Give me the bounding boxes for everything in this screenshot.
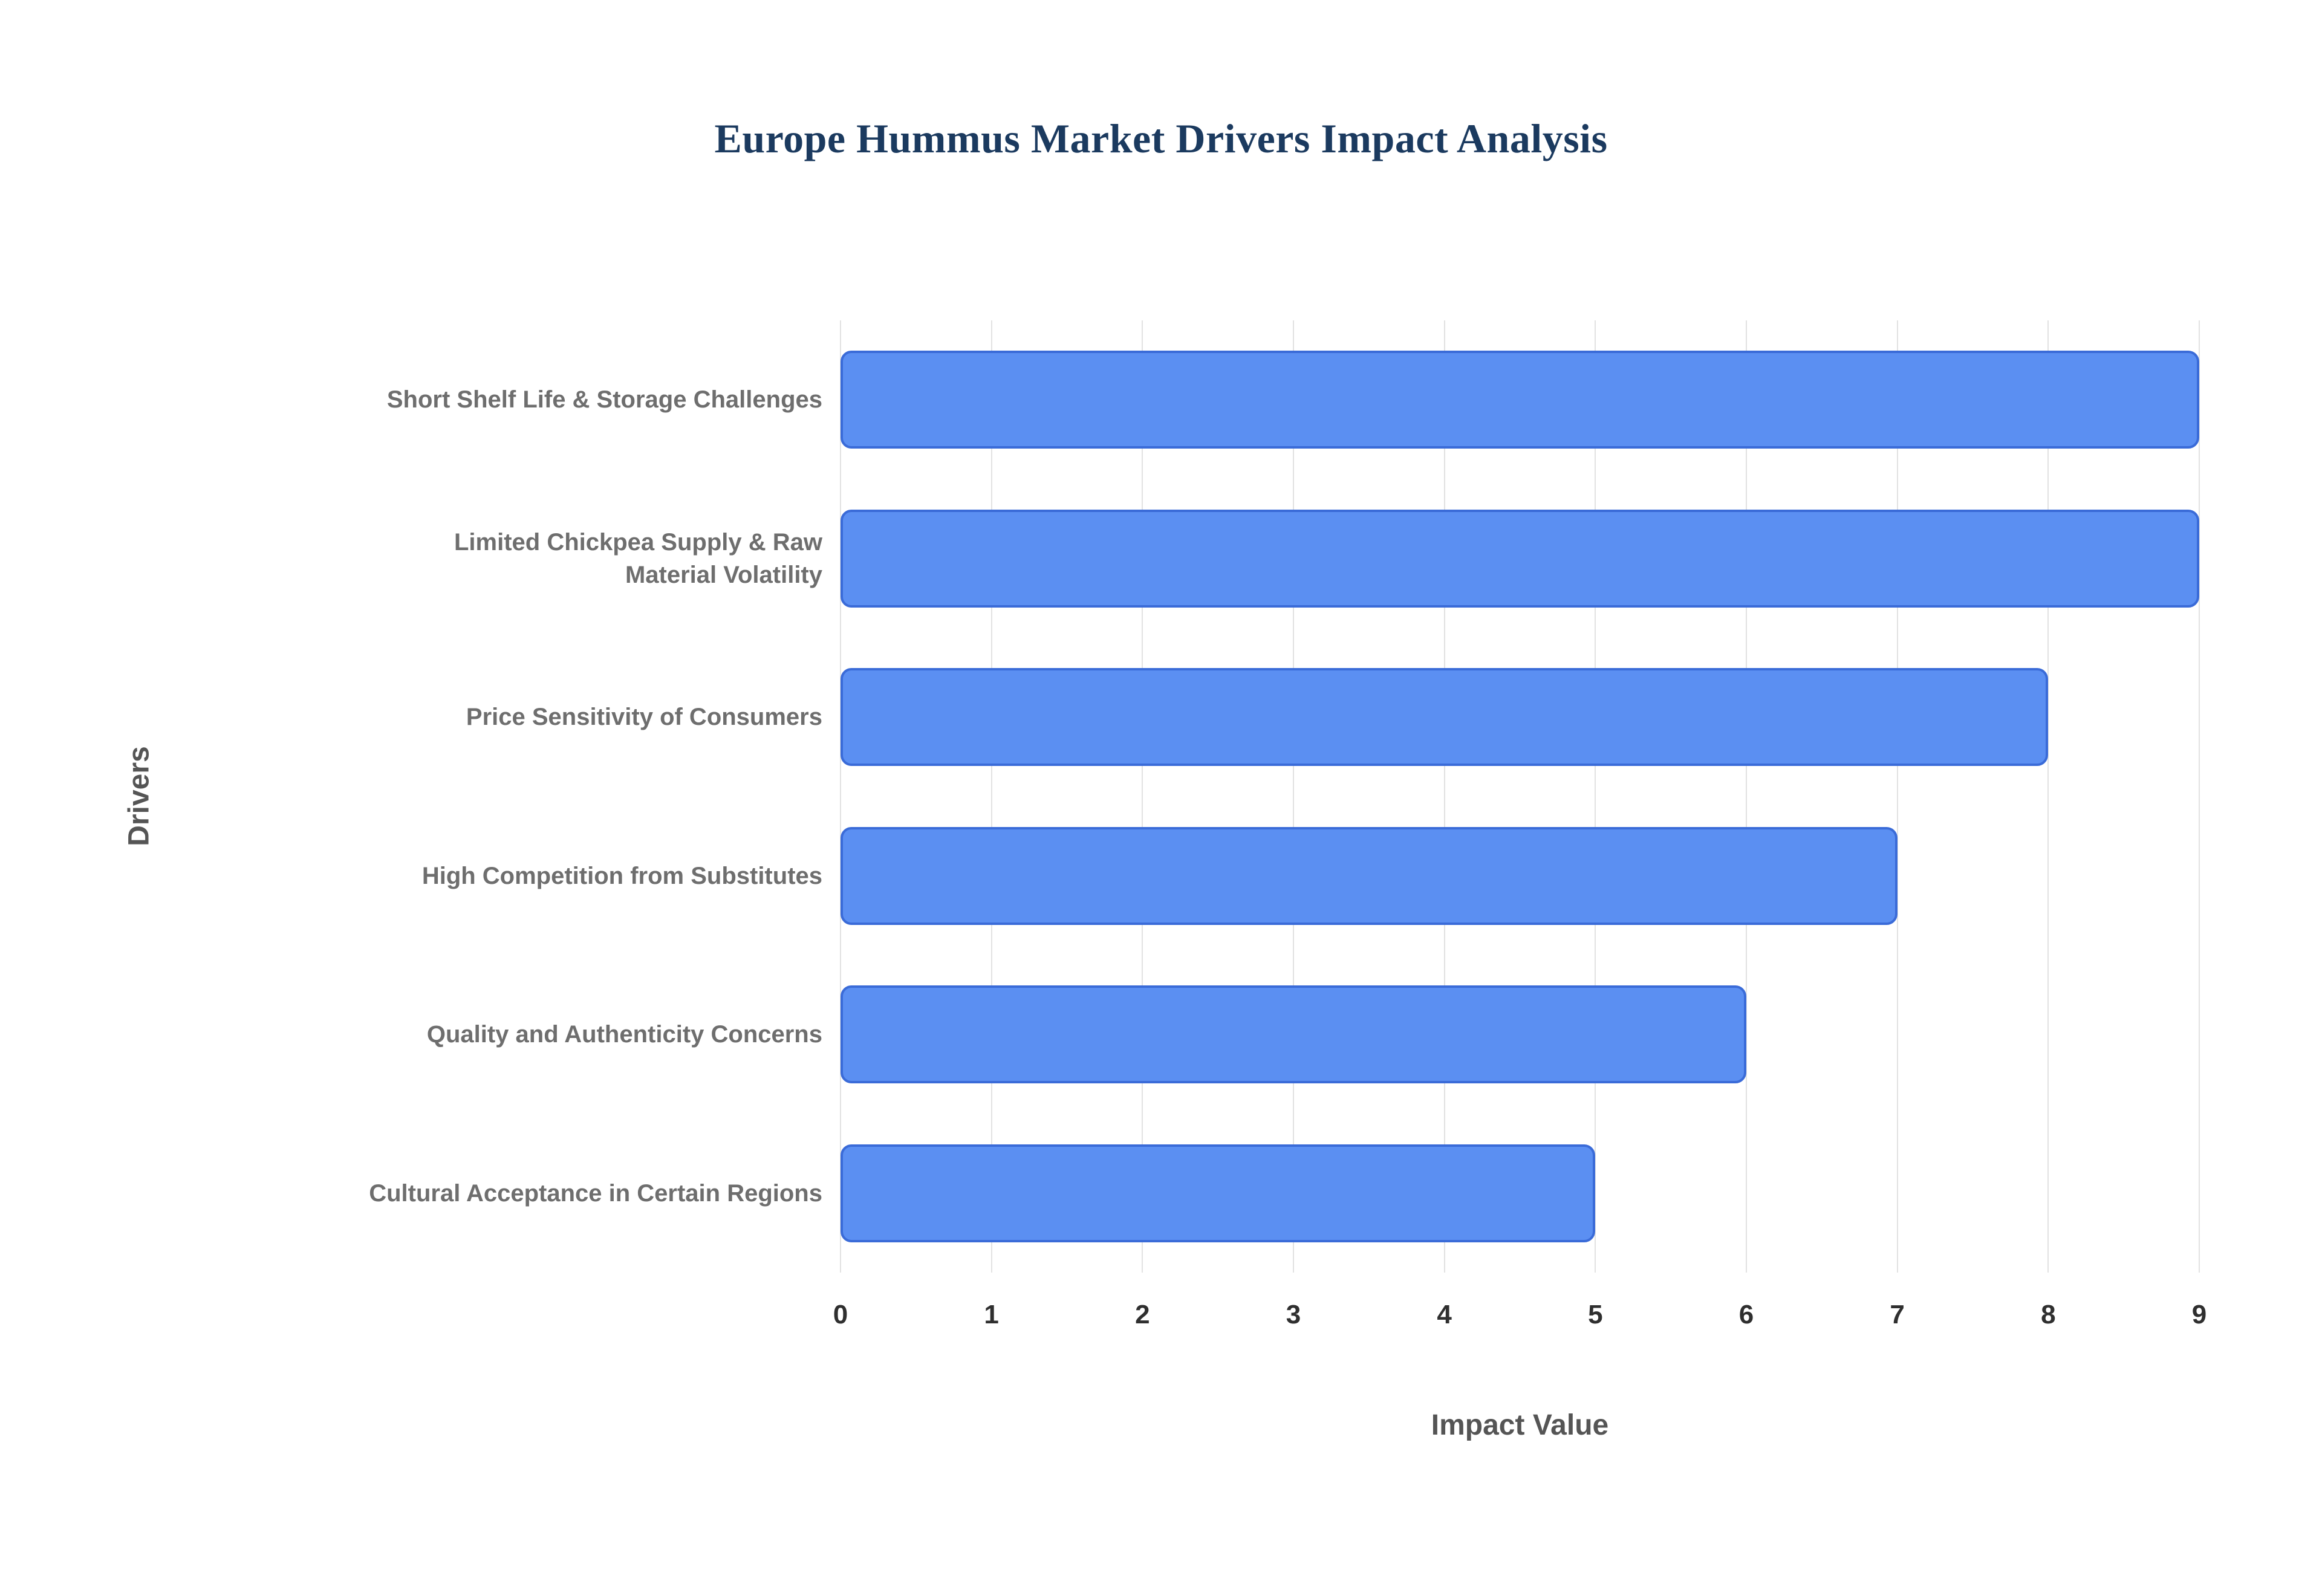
bar-row bbox=[841, 668, 2199, 767]
category-label: Short Shelf Life & Storage Challenges bbox=[386, 386, 822, 414]
category-label: Limited Chickpea Supply & Raw Material V… bbox=[454, 528, 822, 588]
x-tick-label: 5 bbox=[1588, 1300, 1603, 1329]
bar-row bbox=[841, 826, 2199, 925]
y-axis-title: Drivers bbox=[123, 746, 155, 846]
gridline bbox=[1293, 320, 1294, 1273]
bar-row bbox=[841, 1144, 2199, 1242]
category-label: Cultural Acceptance in Certain Regions bbox=[369, 1179, 822, 1207]
gridline bbox=[1142, 320, 1143, 1273]
category-label: High Competition from Substitutes bbox=[421, 862, 822, 889]
gridline bbox=[2199, 320, 2200, 1273]
x-tick-label: 4 bbox=[1437, 1300, 1452, 1329]
bar-row bbox=[841, 985, 2199, 1084]
bar bbox=[841, 668, 2049, 767]
gridline bbox=[2047, 320, 2049, 1273]
gridline bbox=[990, 320, 992, 1273]
x-tick-label: 1 bbox=[984, 1300, 999, 1329]
bar-row bbox=[841, 351, 2199, 449]
gridline bbox=[1746, 320, 1747, 1273]
chart-title: Europe Hummus Market Drivers Impact Anal… bbox=[714, 115, 1608, 161]
bar-row bbox=[841, 509, 2199, 608]
bar bbox=[841, 1144, 1596, 1242]
x-tick-label: 2 bbox=[1135, 1300, 1150, 1329]
gridline bbox=[1443, 320, 1445, 1273]
bar bbox=[841, 985, 1746, 1084]
x-axis-title: Impact Value bbox=[1431, 1409, 1609, 1441]
x-tick-label: 9 bbox=[2191, 1300, 2207, 1329]
bar bbox=[841, 509, 2199, 608]
gridline bbox=[840, 320, 841, 1273]
bar bbox=[841, 826, 1898, 925]
x-tick-label: 0 bbox=[833, 1300, 848, 1329]
category-label: Price Sensitivity of Consumers bbox=[466, 704, 822, 731]
category-label: Quality and Authenticity Concerns bbox=[426, 1021, 822, 1048]
x-tick-label: 3 bbox=[1286, 1300, 1301, 1329]
x-tick-label: 7 bbox=[1890, 1300, 1905, 1329]
x-tick-label: 6 bbox=[1738, 1300, 1754, 1329]
gridline bbox=[1595, 320, 1596, 1273]
plot-area bbox=[840, 320, 2200, 1273]
gridline bbox=[1896, 320, 1898, 1273]
bar bbox=[841, 351, 2199, 449]
x-tick-label: 8 bbox=[2041, 1300, 2056, 1329]
